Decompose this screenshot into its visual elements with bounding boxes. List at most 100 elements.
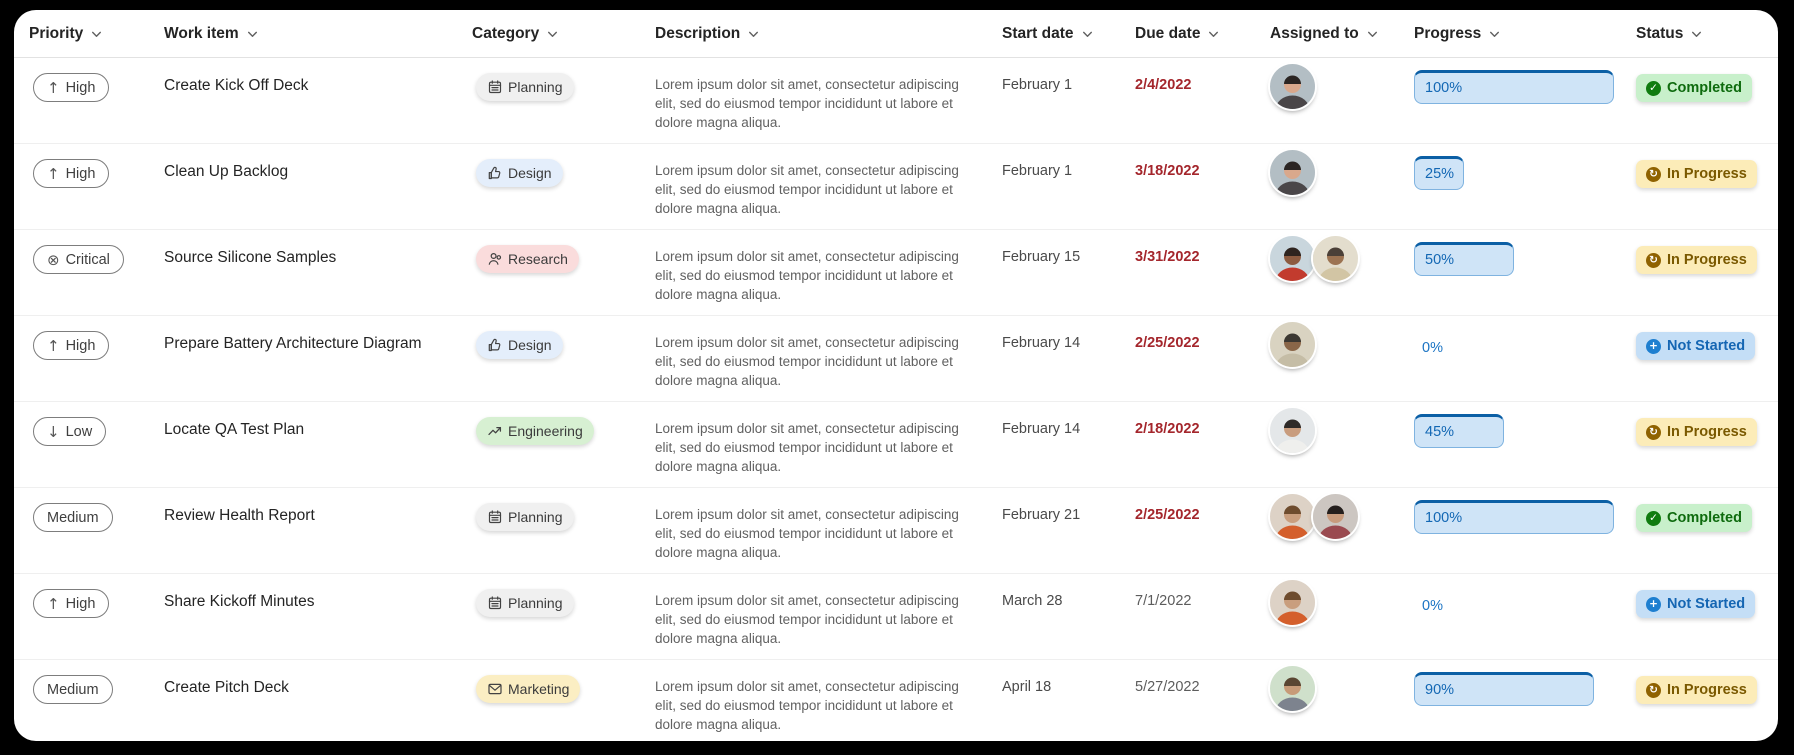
mail-icon xyxy=(487,681,503,697)
avatar[interactable] xyxy=(1270,150,1315,195)
due-date: 2/18/2022 xyxy=(1135,421,1200,437)
column-header-description[interactable]: Description xyxy=(655,25,1002,43)
progress-bar[interactable]: 90% xyxy=(1414,672,1594,706)
table-row[interactable]: ↓ Low Locate QA Test Plan Engineering Lo… xyxy=(14,402,1778,488)
progress-bar[interactable]: 100% xyxy=(1414,70,1614,104)
status-badge[interactable]: ↻ In Progress xyxy=(1636,418,1757,446)
status-badge[interactable]: ✓ Completed xyxy=(1636,74,1752,102)
work-item-title[interactable]: Locate QA Test Plan xyxy=(164,421,305,438)
start-date: March 28 xyxy=(1002,593,1063,609)
avatar[interactable] xyxy=(1270,580,1315,625)
due-date: 2/25/2022 xyxy=(1135,335,1200,351)
work-item-title[interactable]: Create Kick Off Deck xyxy=(164,77,309,94)
avatar[interactable] xyxy=(1270,494,1315,539)
status-badge[interactable]: + Not Started xyxy=(1636,590,1756,618)
table-row[interactable]: Medium Create Pitch Deck Marketing Lorem… xyxy=(14,660,1778,741)
category-label: Research xyxy=(508,251,568,267)
progress-bar[interactable]: 45% xyxy=(1414,414,1504,448)
start-date: February 15 xyxy=(1002,249,1081,265)
work-item-title[interactable]: Clean Up Backlog xyxy=(164,163,289,180)
priority-badge[interactable]: Medium xyxy=(33,503,113,532)
work-item-title[interactable]: Source Silicone Samples xyxy=(164,249,337,266)
description-text: Lorem ipsum dolor sit amet, consectetur … xyxy=(655,679,959,732)
progress-value[interactable]: 0% xyxy=(1422,598,1443,614)
avatar[interactable] xyxy=(1270,408,1315,453)
priority-badge[interactable]: ↑ High xyxy=(33,589,110,618)
progress-cell-inner: 0% xyxy=(1414,574,1636,615)
priority-badge[interactable]: ↓ Low xyxy=(33,417,107,446)
checkmark-circle-icon: ✓ xyxy=(1646,80,1661,96)
progress-cell-inner: 90% xyxy=(1414,660,1636,706)
priority-badge[interactable]: ⊗ Critical xyxy=(33,245,124,274)
table-row[interactable]: ↑ High Clean Up Backlog Design Lorem ips… xyxy=(14,144,1778,230)
avatar[interactable] xyxy=(1313,494,1358,539)
column-header-assigned-to[interactable]: Assigned to xyxy=(1270,25,1414,43)
avatar[interactable] xyxy=(1270,666,1315,711)
progress-cell-inner: 45% xyxy=(1414,402,1636,448)
progress-bar[interactable]: 25% xyxy=(1414,156,1464,190)
status-badge[interactable]: + Not Started xyxy=(1636,332,1756,360)
description-text: Lorem ipsum dolor sit amet, consectetur … xyxy=(655,335,959,388)
priority-badge[interactable]: ↑ High xyxy=(33,73,110,102)
column-header-status[interactable]: Status xyxy=(1636,25,1776,43)
status-badge[interactable]: ↻ In Progress xyxy=(1636,246,1757,274)
column-header-progress[interactable]: Progress xyxy=(1414,25,1636,43)
status-label: Not Started xyxy=(1667,596,1746,612)
work-item-title[interactable]: Review Health Report xyxy=(164,507,315,524)
work-item-title[interactable]: Share Kickoff Minutes xyxy=(164,593,315,610)
progress-bar[interactable]: 50% xyxy=(1414,242,1514,276)
column-header-priority[interactable]: Priority xyxy=(29,25,164,43)
progress-value[interactable]: 0% xyxy=(1422,340,1443,356)
assignees xyxy=(1270,402,1414,453)
category-badge[interactable]: Engineering xyxy=(476,417,594,445)
category-badge[interactable]: Marketing xyxy=(476,675,581,703)
priority-badge[interactable]: Medium xyxy=(33,675,113,704)
description-text: Lorem ipsum dolor sit amet, consectetur … xyxy=(655,421,959,474)
table-row[interactable]: ⊗ Critical Source Silicone Samples Resea… xyxy=(14,230,1778,316)
category-badge[interactable]: Planning xyxy=(476,503,574,531)
column-label: Due date xyxy=(1135,24,1201,42)
category-label: Design xyxy=(508,337,552,353)
status-badge[interactable]: ↻ In Progress xyxy=(1636,676,1757,704)
table-row[interactable]: ↑ High Create Kick Off Deck Planning Lor… xyxy=(14,58,1778,144)
priority-label: High xyxy=(65,337,96,354)
column-header-category[interactable]: Category xyxy=(472,25,655,43)
category-badge[interactable]: Design xyxy=(476,159,563,187)
category-badge[interactable]: Design xyxy=(476,331,563,359)
column-label: Assigned to xyxy=(1270,24,1359,42)
category-badge[interactable]: Research xyxy=(476,245,579,273)
table-row[interactable]: Medium Review Health Report Planning Lor… xyxy=(14,488,1778,574)
progress-bar[interactable]: 100% xyxy=(1414,500,1614,534)
column-header-due-date[interactable]: Due date xyxy=(1135,25,1270,43)
table-row[interactable]: ↑ High Share Kickoff Minutes Planning Lo… xyxy=(14,574,1778,660)
priority-badge[interactable]: ↑ High xyxy=(33,159,110,188)
category-label: Planning xyxy=(508,595,563,611)
sync-circle-icon: ↻ xyxy=(1646,252,1661,268)
work-item-title[interactable]: Create Pitch Deck xyxy=(164,679,289,696)
work-item-title[interactable]: Prepare Battery Architecture Diagram xyxy=(164,335,422,352)
avatar[interactable] xyxy=(1270,236,1315,281)
status-label: In Progress xyxy=(1667,166,1747,182)
status-badge[interactable]: ✓ Completed xyxy=(1636,504,1752,532)
table-row[interactable]: ↑ High Prepare Battery Architecture Diag… xyxy=(14,316,1778,402)
status-badge[interactable]: ↻ In Progress xyxy=(1636,160,1757,188)
avatar[interactable] xyxy=(1270,64,1315,109)
priority-badge[interactable]: ↑ High xyxy=(33,331,110,360)
avatar[interactable] xyxy=(1313,236,1358,281)
column-header-work-item[interactable]: Work item xyxy=(164,25,472,43)
progress-cell-inner: 25% xyxy=(1414,144,1636,190)
category-badge[interactable]: Planning xyxy=(476,73,574,101)
chevron-down-icon xyxy=(1082,31,1092,37)
add-circle-icon: + xyxy=(1646,338,1661,354)
status-label: Completed xyxy=(1667,510,1742,526)
arrow-down-icon: ↓ xyxy=(47,422,60,441)
priority-label: High xyxy=(65,165,96,182)
assignees xyxy=(1270,316,1414,367)
avatar[interactable] xyxy=(1270,322,1315,367)
table-body: ↑ High Create Kick Off Deck Planning Lor… xyxy=(14,58,1778,741)
category-badge[interactable]: Planning xyxy=(476,589,574,617)
calendar-icon xyxy=(487,509,503,525)
column-header-start-date[interactable]: Start date xyxy=(1002,25,1135,43)
start-date: February 14 xyxy=(1002,335,1081,351)
thumbs-up-icon xyxy=(487,165,503,181)
